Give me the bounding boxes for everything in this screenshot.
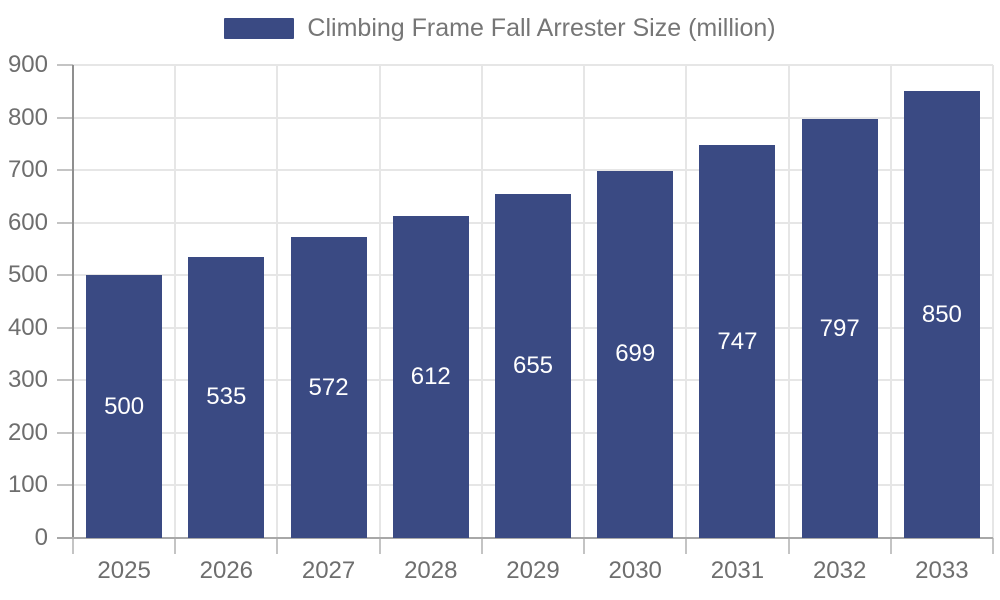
y-axis-tick-label: 500 (7, 261, 48, 289)
x-axis-tick (787, 538, 790, 554)
x-axis-tick (685, 538, 688, 554)
vertical-gridline (685, 65, 688, 538)
y-axis-tick (57, 221, 73, 224)
y-axis-tick-label: 800 (7, 103, 48, 131)
x-axis-tick-label: 2032 (812, 557, 867, 584)
y-axis-tick-label: 400 (7, 313, 48, 341)
vertical-gridline (583, 65, 586, 538)
y-axis-tick (57, 431, 73, 434)
y-axis-tick-label: 300 (7, 366, 48, 394)
x-axis-tick (889, 538, 892, 554)
bar[interactable] (86, 275, 163, 538)
legend-item[interactable]: Climbing Frame Fall Arrester Size (milli… (0, 14, 1000, 43)
y-axis-tick-label: 0 (34, 524, 48, 551)
x-axis-tick-label: 2030 (608, 557, 662, 584)
y-axis-tick-label: 900 (7, 51, 48, 78)
y-axis-tick (57, 326, 73, 329)
x-axis-tick (583, 538, 586, 554)
x-axis-tick (992, 538, 994, 554)
x-axis-tick (378, 538, 381, 554)
bar[interactable] (597, 170, 674, 538)
x-axis-tick-label: 2033 (915, 557, 969, 584)
bar[interactable] (801, 119, 878, 538)
x-axis-tick (480, 538, 483, 554)
y-axis-line (72, 65, 74, 538)
y-axis-tick-label: 600 (7, 208, 48, 236)
vertical-gridline (889, 65, 892, 538)
vertical-gridline (480, 65, 483, 538)
y-axis-tick-label: 100 (7, 471, 48, 499)
y-axis-tick-label: 200 (7, 418, 48, 446)
bar[interactable] (392, 216, 469, 538)
x-axis-tick (276, 538, 279, 554)
bar[interactable] (188, 256, 265, 538)
vertical-gridline (276, 65, 279, 538)
vertical-gridline (992, 65, 994, 538)
legend-label: Climbing Frame Fall Arrester Size (milli… (307, 14, 776, 42)
x-axis-tick-label: 2026 (199, 557, 254, 584)
vertical-gridline (787, 65, 790, 538)
y-axis-tick-label: 700 (7, 156, 48, 184)
x-axis-tick-label: 2029 (506, 557, 560, 584)
x-axis-line (57, 537, 993, 539)
y-axis-tick (57, 379, 73, 382)
y-axis-tick (57, 64, 73, 66)
bar[interactable] (290, 237, 367, 538)
horizontal-gridline (73, 116, 993, 119)
vertical-gridline (378, 65, 381, 538)
bar[interactable] (903, 91, 980, 538)
y-axis-tick (57, 169, 73, 172)
y-axis-tick (57, 274, 73, 277)
legend-swatch (224, 18, 295, 39)
horizontal-gridline (73, 64, 993, 66)
bar[interactable] (495, 193, 571, 538)
vertical-gridline (174, 65, 177, 538)
x-axis-tick-label: 2028 (404, 557, 458, 584)
horizontal-gridline (73, 169, 993, 172)
y-axis-tick (57, 116, 73, 119)
bar[interactable] (699, 145, 776, 538)
x-axis-tick-label: 2027 (301, 557, 356, 584)
x-axis-tick-label: 2025 (97, 557, 151, 584)
x-axis-tick-label: 2031 (710, 557, 765, 584)
x-axis-tick (72, 538, 74, 554)
y-axis-tick (57, 484, 73, 487)
x-axis-tick (174, 538, 177, 554)
